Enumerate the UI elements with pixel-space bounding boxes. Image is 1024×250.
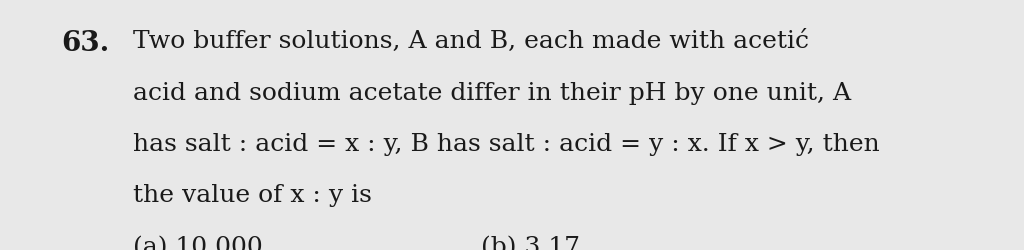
Text: Two buffer solutions, A and B, each made with acetić: Two buffer solutions, A and B, each made… bbox=[133, 30, 809, 53]
Text: has salt : acid = x : y, B has salt : acid = y : x. If x > y, then: has salt : acid = x : y, B has salt : ac… bbox=[133, 132, 880, 156]
Text: acid and sodium acetate differ in their pH by one unit, A: acid and sodium acetate differ in their … bbox=[133, 81, 851, 104]
Text: 63.: 63. bbox=[61, 30, 110, 57]
Text: (b) 3.17: (b) 3.17 bbox=[481, 235, 581, 250]
Text: (a) 10,000: (a) 10,000 bbox=[133, 235, 263, 250]
Text: the value of x : y is: the value of x : y is bbox=[133, 184, 372, 207]
